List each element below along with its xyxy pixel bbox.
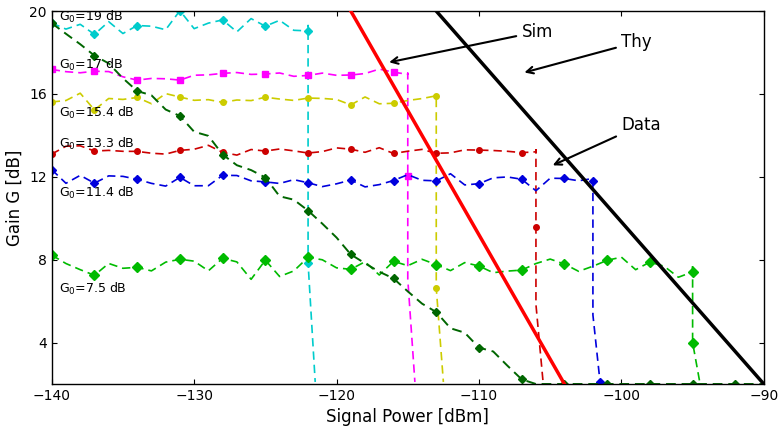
Text: G$_0$=15.4 dB: G$_0$=15.4 dB <box>59 105 135 121</box>
Text: G$_0$=19 dB: G$_0$=19 dB <box>59 9 122 25</box>
Text: G$_0$=13.3 dB: G$_0$=13.3 dB <box>59 136 135 152</box>
Text: G$_0$=11.4 dB: G$_0$=11.4 dB <box>59 185 135 201</box>
Text: Sim: Sim <box>391 23 553 64</box>
Text: Data: Data <box>555 116 661 165</box>
Text: G$_0$=17 dB: G$_0$=17 dB <box>59 57 122 73</box>
X-axis label: Signal Power [dBm]: Signal Power [dBm] <box>326 408 489 426</box>
Y-axis label: Gain G [dB]: Gain G [dB] <box>5 149 24 246</box>
Text: Thy: Thy <box>527 33 652 73</box>
Text: G$_0$=7.5 dB: G$_0$=7.5 dB <box>59 281 126 297</box>
